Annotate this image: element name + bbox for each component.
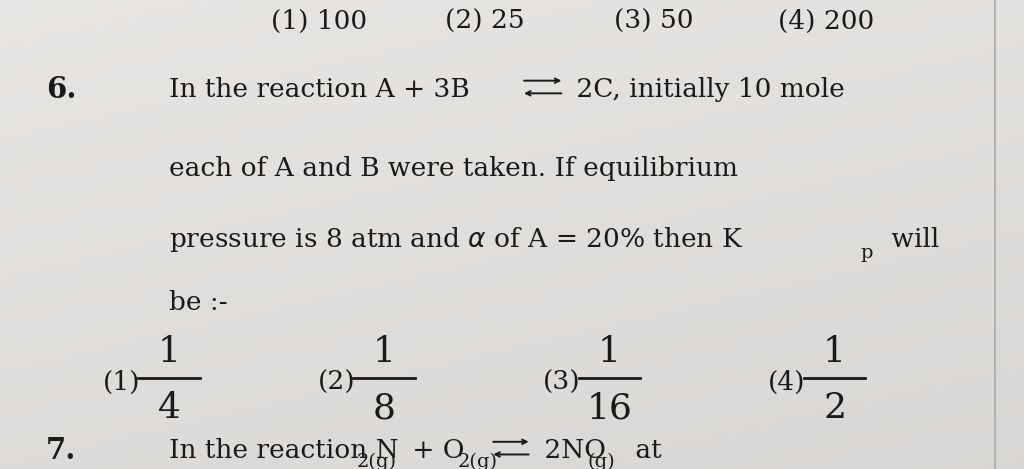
Text: 2(g): 2(g) <box>356 453 396 469</box>
Text: will: will <box>883 227 939 252</box>
Text: 7.: 7. <box>46 436 77 465</box>
Text: each of A and B were taken. If equilibrium: each of A and B were taken. If equilibri… <box>169 156 738 182</box>
Text: 2NO: 2NO <box>536 438 605 463</box>
Text: 8: 8 <box>373 391 395 425</box>
Text: (2) 25: (2) 25 <box>445 8 525 34</box>
Text: (3): (3) <box>543 370 581 395</box>
Text: 2C, initially 10 mole: 2C, initially 10 mole <box>568 76 845 102</box>
Text: + O: + O <box>404 438 465 463</box>
Text: (2): (2) <box>317 370 355 395</box>
Text: (4): (4) <box>768 370 806 395</box>
Text: 1: 1 <box>823 335 846 369</box>
Text: 2: 2 <box>823 391 846 425</box>
Text: 1: 1 <box>373 335 395 369</box>
Text: (g): (g) <box>588 453 615 469</box>
Text: In the reaction N: In the reaction N <box>169 438 398 463</box>
Text: 4: 4 <box>158 391 180 425</box>
Text: (1): (1) <box>102 370 140 395</box>
Text: at: at <box>627 438 662 463</box>
Text: 1: 1 <box>598 335 621 369</box>
Text: In the reaction A + 3B: In the reaction A + 3B <box>169 76 470 102</box>
Text: 16: 16 <box>587 391 632 425</box>
Text: 6.: 6. <box>46 75 77 104</box>
Text: 1: 1 <box>158 335 180 369</box>
Text: p: p <box>860 244 872 262</box>
Text: (3) 50: (3) 50 <box>614 8 694 34</box>
Text: pressure is 8 atm and $\alpha$ of A = 20% then K: pressure is 8 atm and $\alpha$ of A = 20… <box>169 225 743 254</box>
Text: (4) 200: (4) 200 <box>778 8 874 34</box>
Text: 2(g): 2(g) <box>458 453 498 469</box>
Text: be :-: be :- <box>169 290 227 315</box>
Text: (1) 100: (1) 100 <box>271 8 368 34</box>
